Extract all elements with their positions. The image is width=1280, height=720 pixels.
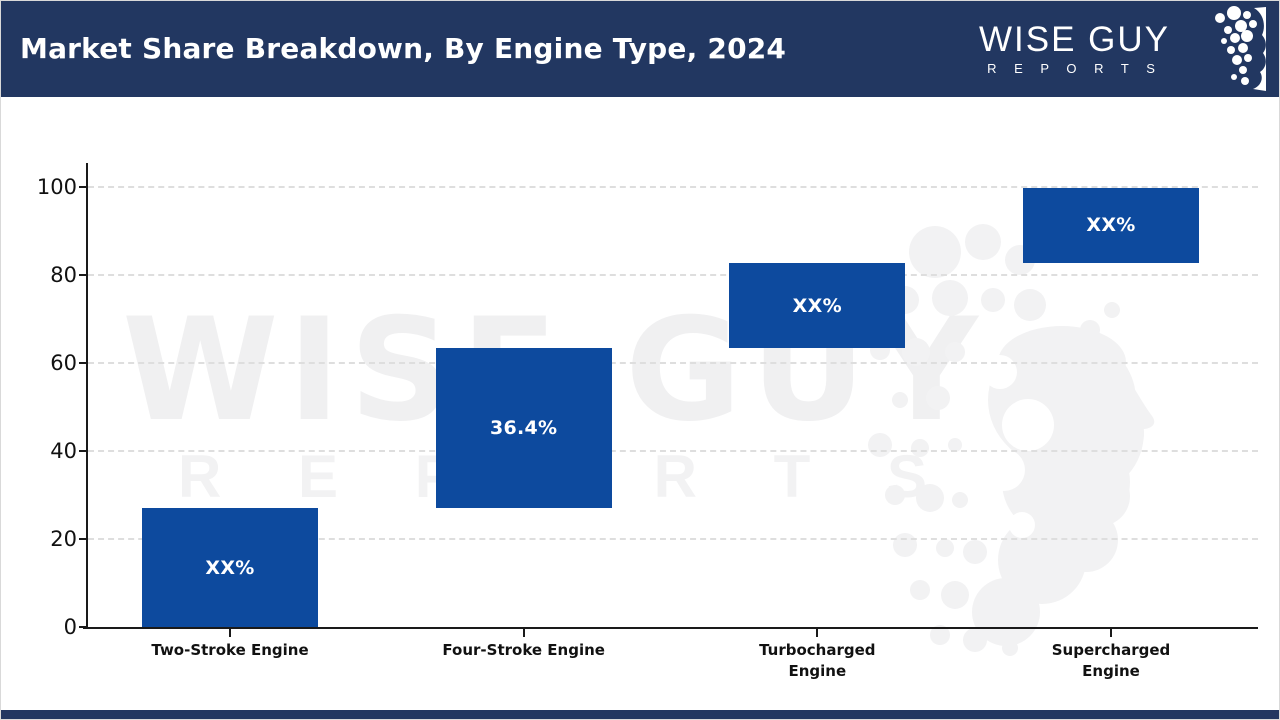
x-axis-tick	[522, 629, 525, 637]
y-axis-tick-label: 100	[36, 175, 77, 199]
y-axis	[86, 163, 88, 629]
bar-segment: XX%	[1023, 187, 1199, 264]
bar-segment: XX%	[142, 508, 318, 627]
logo-wordmark: WISE GUY	[978, 20, 1170, 59]
gridline-80	[88, 274, 1258, 276]
logo-face-icon	[1215, 5, 1266, 91]
y-axis-tick	[79, 538, 87, 540]
logo-subtitle: R E P O R T S	[987, 61, 1162, 76]
y-axis-tick	[79, 186, 87, 188]
x-axis-category-label: Two-Stroke Engine	[151, 641, 309, 659]
y-axis-tick-label: 60	[50, 351, 77, 375]
x-axis-category-label: Four-Stroke Engine	[442, 641, 605, 659]
y-axis-tick	[79, 362, 87, 364]
bar-value-label: XX%	[1086, 214, 1136, 237]
bar-value-label: XX%	[792, 294, 842, 317]
x-axis-tick	[1110, 629, 1112, 637]
y-axis-tick	[79, 450, 87, 452]
bar-value-label: XX%	[205, 556, 255, 579]
page-title: Market Share Breakdown, By Engine Type, …	[20, 32, 787, 65]
x-axis-category-label: Turbocharged Engine	[759, 641, 876, 680]
x-axis-tick	[816, 629, 819, 637]
y-axis-tick-label: 0	[63, 615, 77, 639]
footer-bar	[0, 710, 1280, 720]
gridline-60	[88, 362, 1258, 364]
x-axis	[83, 627, 1258, 629]
gridline-100	[88, 186, 1258, 188]
bar-segment: XX%	[729, 263, 906, 349]
gridline-40	[88, 450, 1258, 452]
bar-value-label: 36.4%	[489, 417, 558, 440]
y-axis-tick-label: 20	[50, 527, 77, 551]
x-axis-category-label: Supercharged Engine	[1051, 641, 1171, 680]
y-axis-tick-label: 40	[50, 439, 77, 463]
logo-text: WISE GUY R E P O R T S	[979, 22, 1170, 75]
bar-segment: 36.4%	[435, 348, 612, 509]
y-axis-tick-label: 80	[50, 263, 77, 287]
gridline-20	[88, 538, 1258, 540]
x-axis-tick	[229, 629, 231, 637]
y-axis-tick	[79, 274, 87, 276]
header-bar: Market Share Breakdown, By Engine Type, …	[0, 0, 1280, 97]
wise-guy-reports-logo: WISE GUY R E P O R T S	[979, 5, 1266, 92]
